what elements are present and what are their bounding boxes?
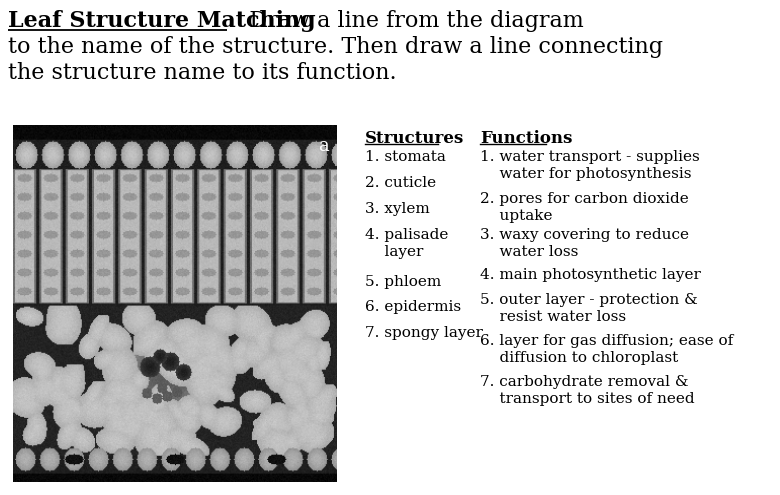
Text: 3. xylem: 3. xylem — [365, 202, 430, 216]
Text: 3. waxy covering to reduce
    water loss: 3. waxy covering to reduce water loss — [480, 228, 689, 259]
Text: 4. main photosynthetic layer: 4. main photosynthetic layer — [480, 268, 701, 282]
Text: the structure name to its function.: the structure name to its function. — [8, 62, 396, 84]
Text: 5. phloem: 5. phloem — [365, 275, 441, 289]
Text: 7. carbohydrate removal &
    transport to sites of need: 7. carbohydrate removal & transport to s… — [480, 375, 695, 406]
Text: 7. spongy layer: 7. spongy layer — [365, 326, 483, 340]
Text: 1. stomata: 1. stomata — [365, 150, 446, 164]
Text: 2. pores for carbon dioxide
    uptake: 2. pores for carbon dioxide uptake — [480, 192, 689, 223]
Text: 6. layer for gas diffusion; ease of
    diffusion to chloroplast: 6. layer for gas diffusion; ease of diff… — [480, 334, 733, 365]
Text: to the name of the structure. Then draw a line connecting: to the name of the structure. Then draw … — [8, 36, 663, 58]
Text: 6. epidermis: 6. epidermis — [365, 300, 461, 314]
Text: a: a — [318, 137, 329, 154]
Text: Functions: Functions — [480, 130, 573, 147]
Text: 5. outer layer - protection &
    resist water loss: 5. outer layer - protection & resist wat… — [480, 293, 698, 324]
Text: 4. palisade
    layer: 4. palisade layer — [365, 228, 448, 259]
Text: Structures: Structures — [365, 130, 464, 147]
Text: 2. cuticle: 2. cuticle — [365, 176, 436, 190]
Text: 1. water transport - supplies
    water for photosynthesis: 1. water transport - supplies water for … — [480, 150, 700, 181]
Text: .  Draw a line from the diagram: . Draw a line from the diagram — [228, 10, 583, 32]
Text: Leaf Structure Matching: Leaf Structure Matching — [8, 10, 316, 32]
